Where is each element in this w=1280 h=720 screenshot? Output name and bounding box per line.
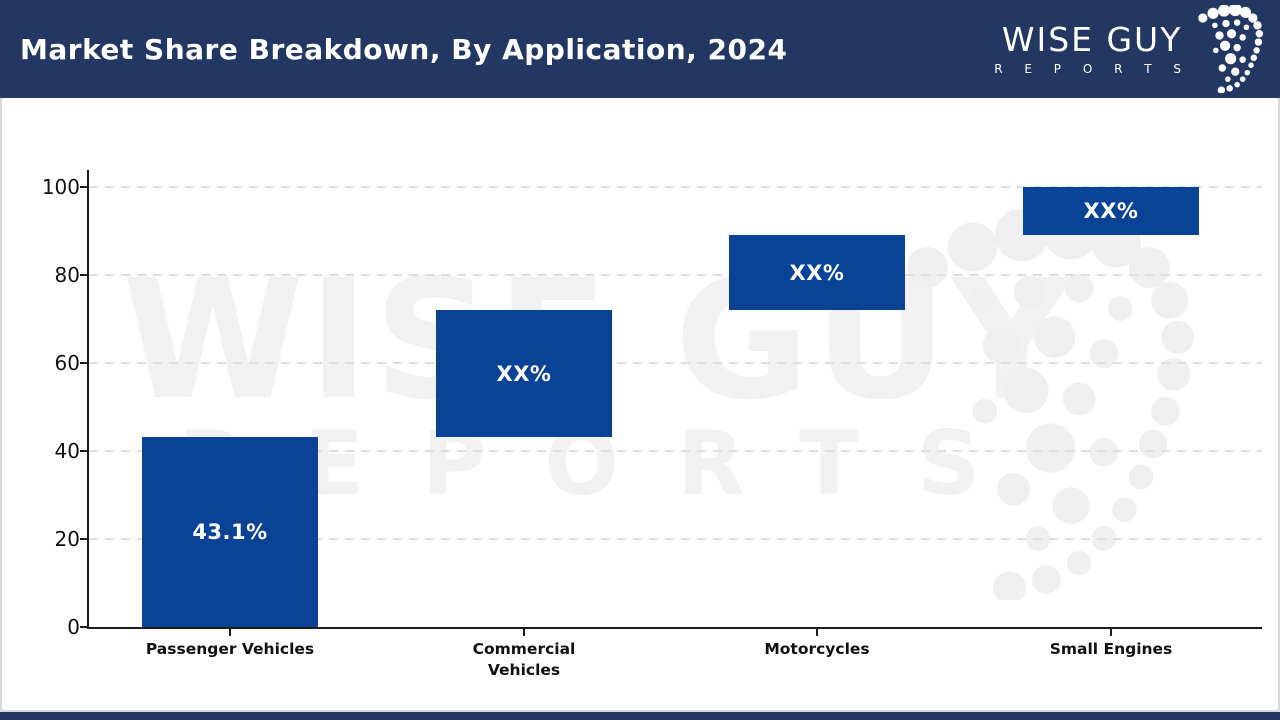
x-tick-mark-2 [816, 627, 818, 636]
x-axis [87, 627, 1262, 629]
logo-wordmark-sub: R E P O R T S [994, 61, 1190, 76]
y-tick-mark-60 [80, 362, 89, 364]
x-tick-mark-0 [229, 627, 231, 636]
gridline-80 [89, 274, 1262, 276]
bar-value-label: XX% [496, 361, 552, 386]
y-tick-mark-80 [80, 274, 89, 276]
y-tick-label-80: 80 [54, 263, 80, 287]
y-tick-mark-0 [80, 626, 89, 628]
gridline-20 [89, 538, 1262, 540]
logo-wordmark: WISE GUY R E P O R T S [994, 23, 1190, 76]
y-tick-mark-100 [80, 186, 89, 188]
wiseguy-head-icon [1198, 5, 1264, 93]
y-axis [87, 170, 89, 629]
bar-value-label: 43.1% [192, 520, 268, 545]
page-title: Market Share Breakdown, By Application, … [20, 32, 788, 66]
y-tick-label-40: 40 [54, 439, 80, 463]
left-border [0, 98, 2, 712]
y-tick-mark-40 [80, 450, 89, 452]
header-bar: Market Share Breakdown, By Application, … [0, 0, 1280, 98]
y-tick-label-100: 100 [41, 175, 80, 199]
watermark-head-icon [906, 210, 1195, 600]
logo-wordmark-main: WISE GUY [1001, 19, 1183, 59]
y-tick-label-60: 60 [54, 351, 80, 375]
right-border [1278, 98, 1280, 712]
bar-segment-2: XX% [729, 235, 905, 311]
x-category-label-0: Passenger Vehicles [145, 640, 315, 658]
logo: WISE GUY R E P O R T S [994, 4, 1268, 94]
gridline-60 [89, 362, 1262, 364]
bar-segment-0: 43.1% [142, 437, 318, 627]
gridline-100 [89, 186, 1262, 188]
y-tick-label-0: 0 [67, 615, 80, 639]
bar-segment-3: XX% [1023, 187, 1199, 236]
footer-bar [0, 710, 1280, 720]
x-tick-mark-1 [523, 627, 525, 636]
bar-value-label: XX% [1083, 199, 1139, 224]
x-category-label-2: Motorcycles [764, 640, 870, 658]
y-tick-mark-20 [80, 538, 89, 540]
bar-value-label: XX% [789, 260, 845, 285]
bar-segment-1: XX% [436, 310, 612, 438]
x-tick-mark-3 [1110, 627, 1112, 636]
x-category-label-1: Commercial Vehicles [472, 640, 576, 679]
x-category-label-3: Small Engines [1049, 640, 1173, 658]
y-tick-label-20: 20 [54, 527, 80, 551]
gridline-40 [89, 450, 1262, 452]
